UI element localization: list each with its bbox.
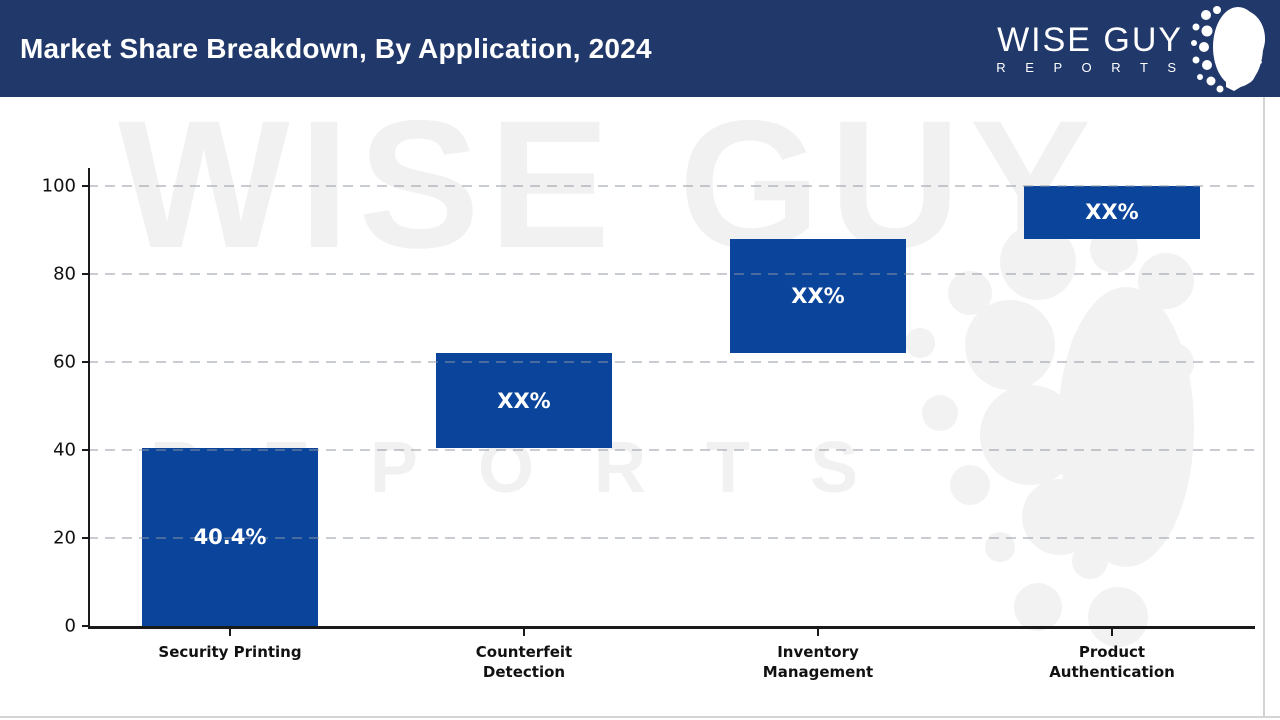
logo-head-icon xyxy=(1191,5,1266,92)
y-axis-tick-label: 0 xyxy=(64,615,76,637)
x-axis-category-label: Inventory Management xyxy=(762,643,874,681)
y-axis-tick-label: 40 xyxy=(53,439,76,461)
chart-title: Market Share Breakdown, By Application, … xyxy=(20,32,652,64)
x-axis-category-label: Security Printing xyxy=(158,643,302,661)
y-gridline xyxy=(88,537,1255,539)
y-axis-line xyxy=(88,168,90,628)
waterfall-bar xyxy=(142,448,318,626)
y-tick-mark xyxy=(82,273,88,275)
x-tick-mark xyxy=(1111,628,1113,636)
header: Market Share Breakdown, By Application, … xyxy=(0,0,1280,97)
waterfall-bar xyxy=(436,353,612,449)
logo-subtitle: R E P O R T S xyxy=(996,59,1184,75)
waterfall-bar xyxy=(730,238,906,354)
figure-right-border xyxy=(1263,97,1265,718)
x-tick-mark xyxy=(229,628,231,636)
watermark-head-shape xyxy=(905,224,1194,647)
y-axis-tick-label: 100 xyxy=(41,175,76,197)
y-tick-mark xyxy=(82,185,88,187)
x-axis-line xyxy=(88,626,1255,629)
y-tick-mark xyxy=(82,537,88,539)
bar-value-label: 40.4% xyxy=(193,525,267,550)
y-axis-tick-label: 20 xyxy=(53,527,76,549)
y-gridline xyxy=(88,273,1255,275)
logo-wordmark: WISE GUY xyxy=(997,20,1184,59)
y-gridline xyxy=(88,449,1255,451)
x-tick-mark xyxy=(817,628,819,636)
y-axis-tick-label: 60 xyxy=(53,351,76,373)
bar-value-label: XX% xyxy=(497,388,551,413)
bar-value-label: XX% xyxy=(1085,200,1139,225)
bar-value-label: XX% xyxy=(791,284,845,308)
watermark-text: WISE GUY xyxy=(118,82,1101,286)
waterfall-bar xyxy=(1024,186,1200,239)
y-axis-tick-label: 80 xyxy=(53,263,76,285)
x-axis-category-label: Product Authentication xyxy=(1049,643,1175,681)
plot-area: WISE GUY REPORTS 0 20 40 60 80 100 40.4% Securi… xyxy=(0,82,1280,720)
figure-bottom-border xyxy=(0,716,1280,718)
y-tick-mark xyxy=(82,625,88,627)
y-gridline xyxy=(88,361,1255,363)
y-tick-mark xyxy=(82,361,88,363)
wise-guy-logo: WISE GUY R E P O R T S xyxy=(996,3,1268,95)
x-tick-mark xyxy=(523,628,525,636)
y-gridline xyxy=(88,185,1255,187)
y-tick-mark xyxy=(82,449,88,451)
x-axis-category-label: Counterfeit Detection xyxy=(475,643,573,681)
